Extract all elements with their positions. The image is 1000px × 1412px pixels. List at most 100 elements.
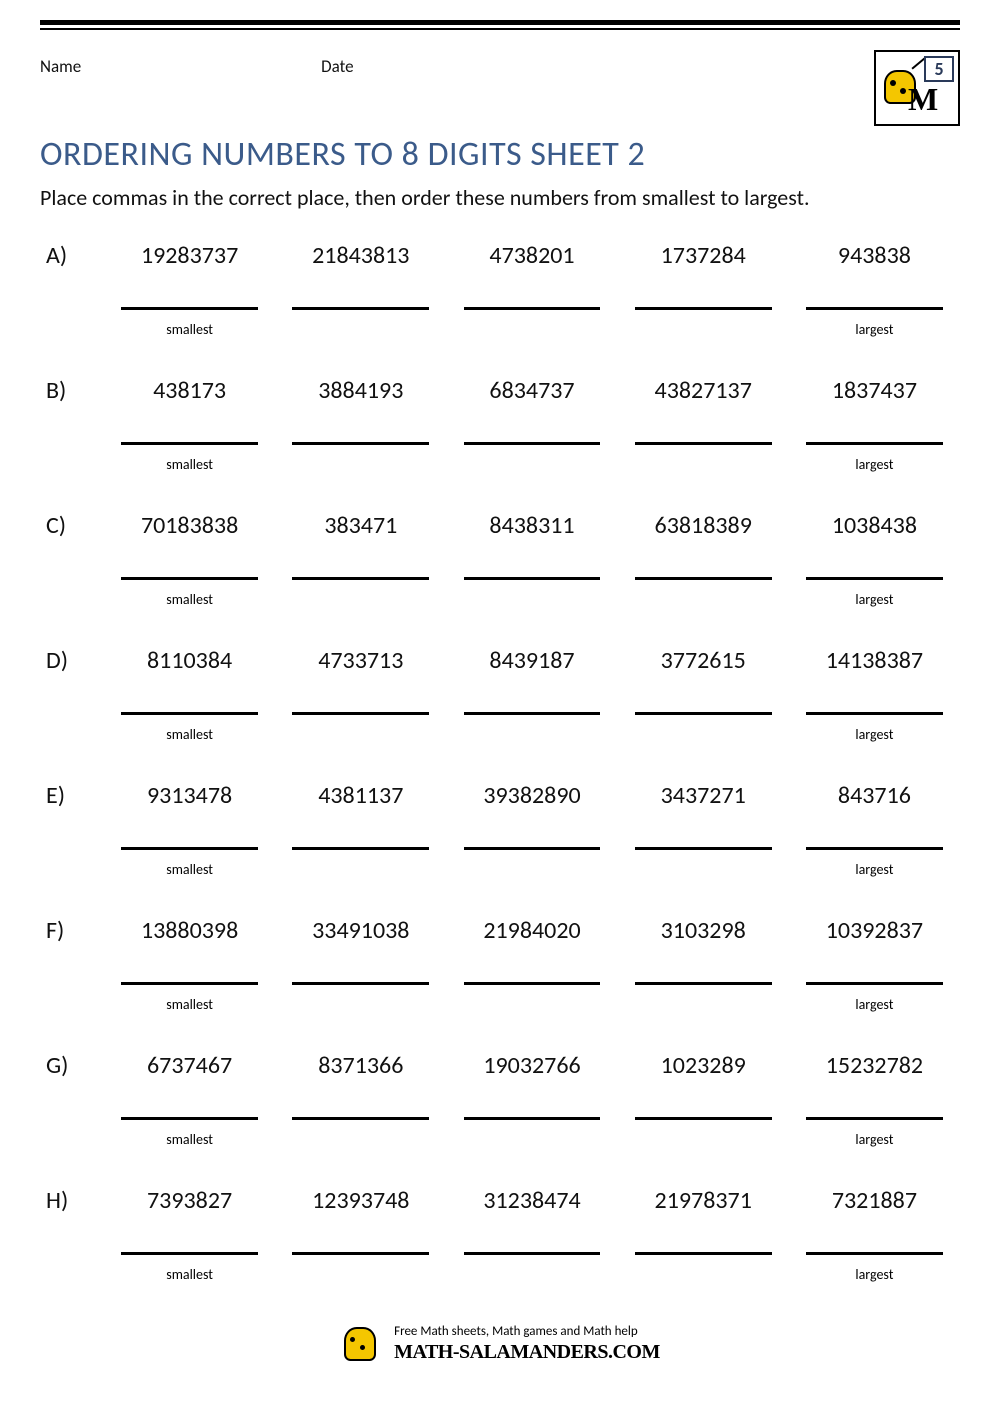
footer: Free Math sheets, Math games and Math he… bbox=[40, 1321, 960, 1372]
number-value: 1837437 bbox=[789, 376, 960, 405]
number-value: 3772615 bbox=[618, 646, 789, 675]
grade-number: 5 bbox=[924, 56, 954, 82]
answer-blank[interactable] bbox=[446, 423, 617, 452]
hint-label bbox=[618, 591, 789, 608]
number-value: 21843813 bbox=[275, 241, 446, 270]
answer-blank[interactable] bbox=[275, 288, 446, 317]
number-value: 6834737 bbox=[446, 376, 617, 405]
answer-blank[interactable] bbox=[104, 558, 275, 587]
number-value: 70183838 bbox=[104, 511, 275, 540]
problem-row: D)811038447337138439187377261514138387sm… bbox=[46, 646, 960, 743]
answer-blank[interactable] bbox=[789, 1098, 960, 1127]
footer-salamander-icon bbox=[340, 1321, 384, 1367]
number-value: 8371366 bbox=[275, 1051, 446, 1080]
answer-blank[interactable] bbox=[789, 288, 960, 317]
hint-label: largest bbox=[789, 456, 960, 473]
hint-label bbox=[618, 1266, 789, 1283]
number-value: 438173 bbox=[104, 376, 275, 405]
answer-blank[interactable] bbox=[789, 963, 960, 992]
answer-blank[interactable] bbox=[789, 423, 960, 452]
answer-blank[interactable] bbox=[789, 828, 960, 857]
answer-blank[interactable] bbox=[275, 558, 446, 587]
answer-blank[interactable] bbox=[275, 693, 446, 722]
answer-blank[interactable] bbox=[789, 693, 960, 722]
hint-label bbox=[275, 861, 446, 878]
grade-logo-badge: M 5 bbox=[874, 50, 960, 126]
answer-blank[interactable] bbox=[275, 1098, 446, 1127]
hint-label bbox=[618, 996, 789, 1013]
salamander-spot-icon bbox=[890, 80, 896, 86]
hint-label bbox=[618, 456, 789, 473]
answer-blank[interactable] bbox=[446, 828, 617, 857]
answer-blank[interactable] bbox=[446, 558, 617, 587]
hint-label bbox=[446, 456, 617, 473]
salamander-spot-icon bbox=[900, 88, 906, 94]
number-value: 13880398 bbox=[104, 916, 275, 945]
answer-blank[interactable] bbox=[446, 693, 617, 722]
answer-blank[interactable] bbox=[618, 288, 789, 317]
answer-blank[interactable] bbox=[618, 1098, 789, 1127]
instructions: Place commas in the correct place, then … bbox=[40, 183, 920, 213]
hint-label bbox=[275, 726, 446, 743]
problem-label: H) bbox=[46, 1186, 104, 1215]
answer-blank[interactable] bbox=[789, 1233, 960, 1262]
number-value: 943838 bbox=[789, 241, 960, 270]
answer-blank[interactable] bbox=[618, 558, 789, 587]
answer-blank[interactable] bbox=[104, 1098, 275, 1127]
hint-label: smallest bbox=[104, 456, 275, 473]
answer-blank[interactable] bbox=[446, 963, 617, 992]
number-value: 21978371 bbox=[618, 1186, 789, 1215]
answer-blank[interactable] bbox=[104, 423, 275, 452]
hint-label bbox=[446, 726, 617, 743]
hint-label bbox=[618, 321, 789, 338]
number-value: 1737284 bbox=[618, 241, 789, 270]
answer-blank[interactable] bbox=[275, 828, 446, 857]
hint-label: largest bbox=[789, 1266, 960, 1283]
hint-label bbox=[275, 456, 446, 473]
hint-label: smallest bbox=[104, 321, 275, 338]
answer-blank[interactable] bbox=[618, 828, 789, 857]
answer-blank[interactable] bbox=[618, 693, 789, 722]
hint-label: largest bbox=[789, 591, 960, 608]
answer-blank[interactable] bbox=[789, 558, 960, 587]
number-value: 9313478 bbox=[104, 781, 275, 810]
problems-list: A)192837372184381347382011737284943838sm… bbox=[40, 241, 960, 1283]
answer-blank[interactable] bbox=[446, 288, 617, 317]
answer-blank[interactable] bbox=[275, 963, 446, 992]
number-value: 1023289 bbox=[618, 1051, 789, 1080]
hint-label: largest bbox=[789, 996, 960, 1013]
answer-blank[interactable] bbox=[104, 963, 275, 992]
number-value: 4738201 bbox=[446, 241, 617, 270]
problem-row: G)6737467837136619032766102328915232782s… bbox=[46, 1051, 960, 1148]
problem-label: C) bbox=[46, 511, 104, 540]
board-letters: M bbox=[908, 81, 932, 118]
number-value: 10392837 bbox=[789, 916, 960, 945]
answer-blank[interactable] bbox=[104, 288, 275, 317]
answer-blank[interactable] bbox=[275, 423, 446, 452]
problem-row: B)43817338841936834737438271371837437sma… bbox=[46, 376, 960, 473]
hint-label: largest bbox=[789, 321, 960, 338]
top-double-rule bbox=[40, 20, 960, 30]
hint-label: smallest bbox=[104, 861, 275, 878]
number-value: 4733713 bbox=[275, 646, 446, 675]
hint-label bbox=[618, 1131, 789, 1148]
problem-label: G) bbox=[46, 1051, 104, 1080]
answer-blank[interactable] bbox=[104, 1233, 275, 1262]
answer-blank[interactable] bbox=[446, 1098, 617, 1127]
number-value: 383471 bbox=[275, 511, 446, 540]
hint-label: smallest bbox=[104, 1131, 275, 1148]
answer-blank[interactable] bbox=[618, 423, 789, 452]
problem-row: F)13880398334910382198402031032981039283… bbox=[46, 916, 960, 1013]
answer-blank[interactable] bbox=[446, 1233, 617, 1262]
answer-blank[interactable] bbox=[275, 1233, 446, 1262]
number-value: 19032766 bbox=[446, 1051, 617, 1080]
answer-blank[interactable] bbox=[618, 1233, 789, 1262]
hint-label: smallest bbox=[104, 726, 275, 743]
answer-blank[interactable] bbox=[618, 963, 789, 992]
hint-label: smallest bbox=[104, 591, 275, 608]
footer-tagline: Free Math sheets, Math games and Math he… bbox=[394, 1324, 660, 1339]
hint-label bbox=[446, 321, 617, 338]
answer-blank[interactable] bbox=[104, 693, 275, 722]
answer-blank[interactable] bbox=[104, 828, 275, 857]
number-value: 1038438 bbox=[789, 511, 960, 540]
